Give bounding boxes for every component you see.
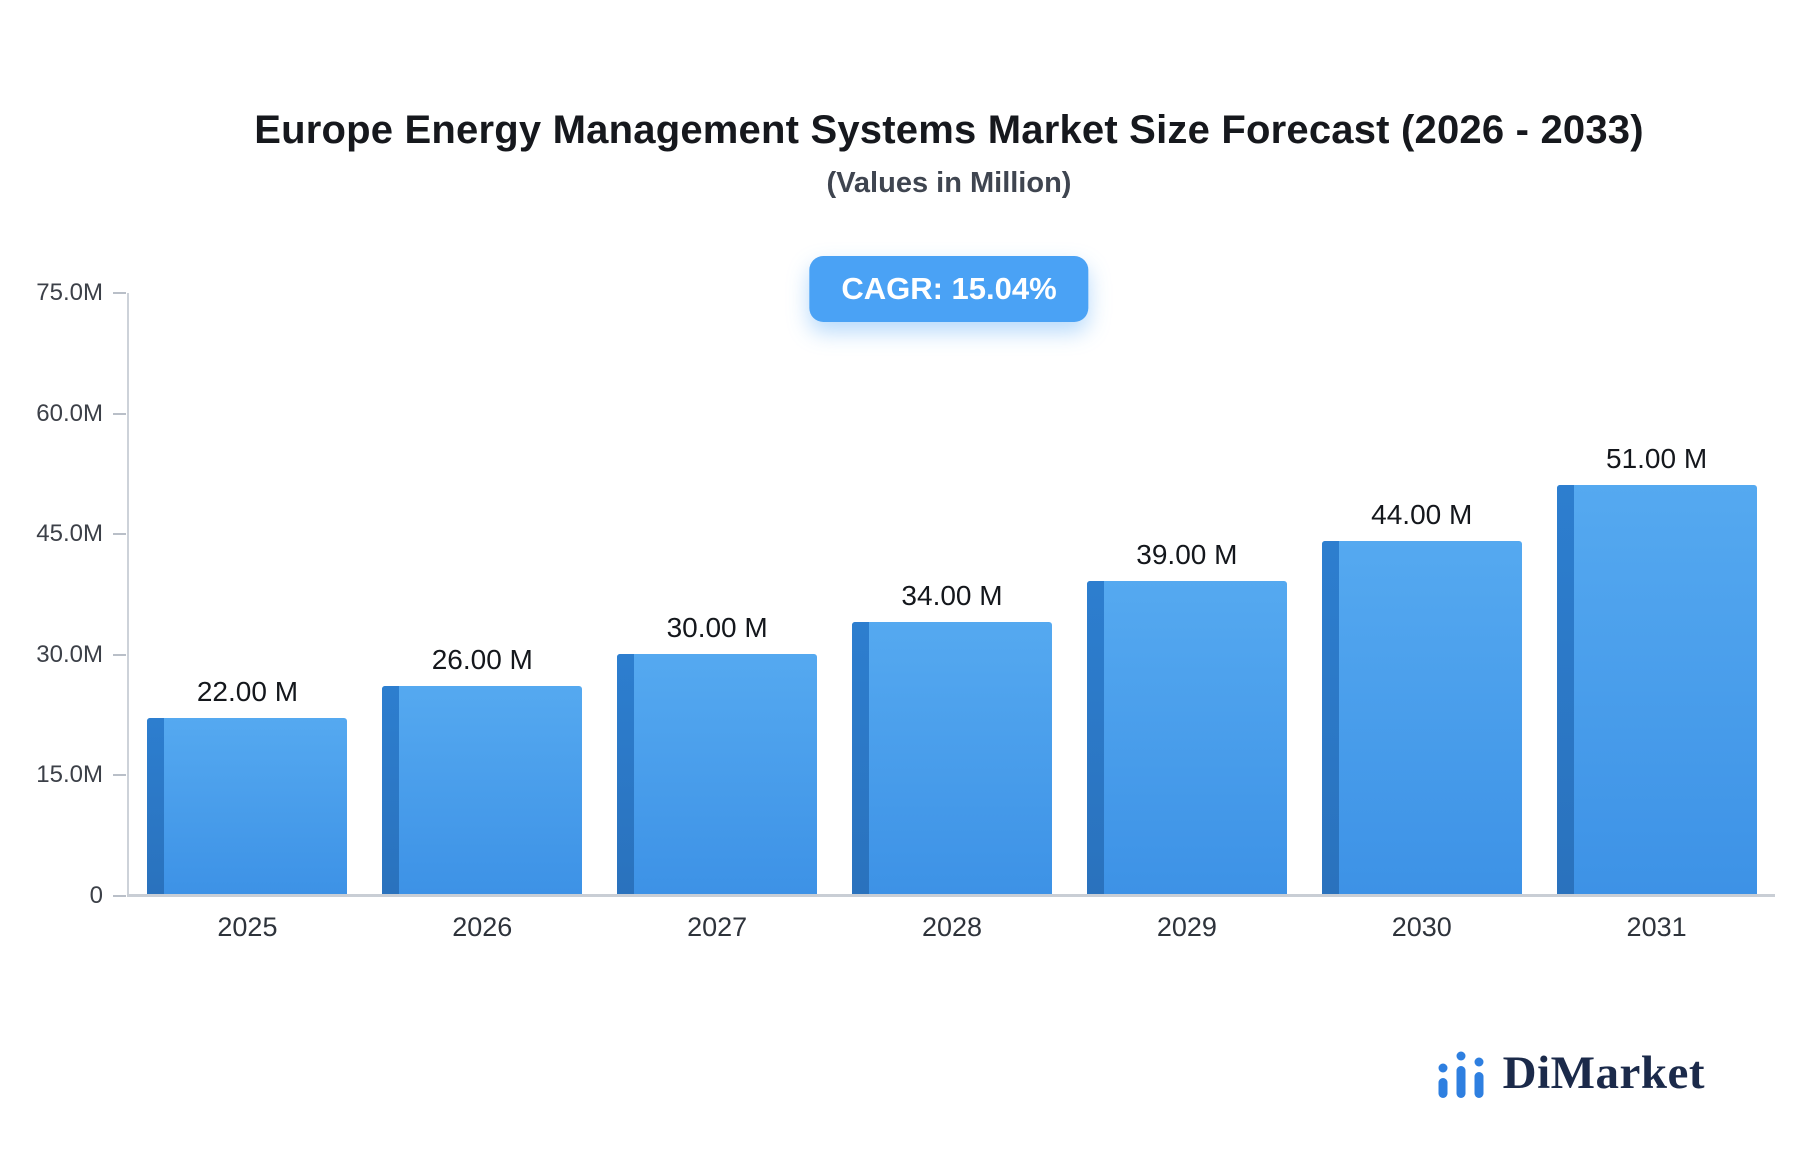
bar-value-label: 44.00 M (1371, 499, 1473, 531)
bar-value-label: 26.00 M (431, 643, 533, 675)
bar-value-label: 34.00 M (901, 579, 1003, 611)
y-tick-mark (113, 894, 126, 897)
bar-value-label: 30.00 M (666, 611, 768, 643)
bars: 22.00 M 26.00 M 30.00 M 34.00 M 39.00 M 44.00… (130, 293, 1774, 894)
x-axis-label: 2028 (921, 912, 983, 942)
x-axis-label: 2026 (452, 912, 513, 942)
bar[interactable] (1556, 485, 1757, 894)
bar[interactable] (617, 653, 818, 894)
brand-name: DiMarket (1502, 1047, 1705, 1099)
x-axis-labels: 2025 2026 2027 2028 2029 2030 2031 (130, 912, 1774, 943)
y-tick-label: 75.0M (36, 279, 103, 306)
x-axis-label: 2029 (1156, 912, 1217, 942)
y-tick-mark (113, 774, 126, 777)
bar[interactable] (147, 717, 348, 894)
y-tick-mark (113, 292, 126, 294)
bar-side-face (617, 653, 635, 894)
bar-side-face (382, 685, 400, 894)
x-axis-label: 2031 (1626, 912, 1687, 942)
bar-slot: 39.00 M (1069, 293, 1304, 894)
y-axis: 75.0M 60.0M 45.0M 30.0M 15.0M 0 (0, 279, 126, 909)
y-tick-mark (113, 533, 126, 536)
bar-side-face (1321, 541, 1339, 894)
bar[interactable] (382, 685, 583, 894)
bar[interactable] (852, 621, 1052, 894)
bar[interactable] (1086, 581, 1287, 894)
chart-title: Europe Energy Management Systems Market … (254, 108, 1644, 152)
y-tick-label: 45.0M (36, 520, 103, 548)
x-axis-label: 2030 (1391, 912, 1452, 942)
cagr-badge: CAGR: 15.04% (809, 256, 1089, 322)
bar-slot: 26.00 M (365, 293, 600, 894)
y-tick-mark (113, 653, 126, 656)
bar-value-label: 39.00 M (1136, 539, 1238, 571)
bar-value-label: 22.00 M (196, 675, 299, 707)
bar-side-face (1086, 581, 1104, 894)
bar-slot: 30.00 M (600, 293, 835, 894)
bar[interactable] (1321, 541, 1522, 894)
y-tick-label: 0 (89, 881, 103, 909)
y-tick-label: 30.0M (36, 640, 103, 668)
y-tick-label: 60.0M (36, 399, 103, 427)
bar-slot: 44.00 M (1304, 293, 1539, 894)
bar-slot: 22.00 M (130, 293, 365, 894)
x-axis-label: 2027 (687, 912, 748, 942)
bar-slot: 34.00 M (835, 293, 1070, 894)
bar-slot: 51.00 M (1539, 293, 1774, 894)
chart-subtitle: (Values in Million) (826, 167, 1072, 199)
y-tick-mark (113, 412, 126, 415)
y-axis-line (127, 293, 129, 896)
bar-side-face (147, 717, 165, 894)
dimarket-logo: DiMarket (1433, 1046, 1705, 1100)
bar-side-face (1556, 485, 1574, 894)
x-axis-line (127, 894, 1775, 897)
y-tick-label: 15.0M (36, 761, 103, 789)
bar-side-face (852, 621, 869, 894)
x-axis-label: 2025 (217, 912, 278, 942)
bar-chart-logo-icon (1433, 1046, 1491, 1100)
chart-header: Europe Energy Management Systems Market … (98, 0, 1800, 200)
bar-value-label: 51.00 M (1606, 443, 1708, 475)
